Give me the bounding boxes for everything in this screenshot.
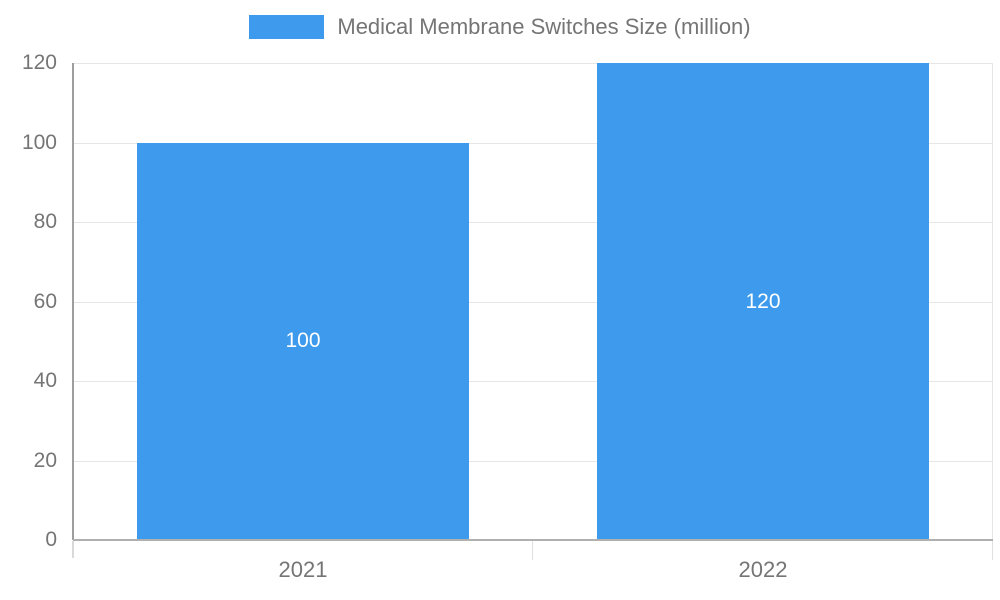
y-tick-label-60: 60 (33, 289, 57, 313)
legend-label[interactable]: Medical Membrane Switches Size (million) (337, 14, 751, 39)
gridline-y-120 (73, 63, 993, 64)
y-axis-line (72, 63, 74, 540)
y-tick-label-80: 80 (33, 210, 57, 233)
y-tick-label-0: 0 (45, 528, 57, 551)
x-axis-tick-2 (992, 540, 993, 560)
legend: Medical Membrane Switches Size (million) (0, 14, 1000, 40)
bar-2022 (597, 63, 929, 540)
x-axis-line (73, 539, 993, 541)
plot-right-border (992, 63, 993, 559)
x-tick-label-2022: 2022 (738, 557, 788, 582)
y-tick-label-100: 100 (21, 130, 57, 154)
bar-2021 (137, 142, 469, 540)
y-tick-label-20: 20 (33, 448, 57, 472)
gridline-y-80 (73, 222, 993, 223)
gridline-y-60 (73, 301, 993, 303)
bar-value-label-2021: 100 (285, 329, 321, 353)
legend-swatch[interactable] (249, 15, 325, 39)
x-tick-label-2021: 2021 (278, 557, 328, 582)
gridline-y-20 (73, 460, 993, 462)
x-axis-tick-1 (532, 540, 533, 560)
gridline-y-40 (73, 381, 993, 382)
y-tick-label-40: 40 (33, 369, 57, 392)
plot-area: 100 120 (73, 63, 993, 560)
y-tick-label-120: 120 (21, 51, 57, 74)
y-axis-tick-extension (72, 541, 74, 558)
bar-value-label-2022: 120 (745, 289, 781, 313)
gridline-y-100 (73, 142, 993, 144)
